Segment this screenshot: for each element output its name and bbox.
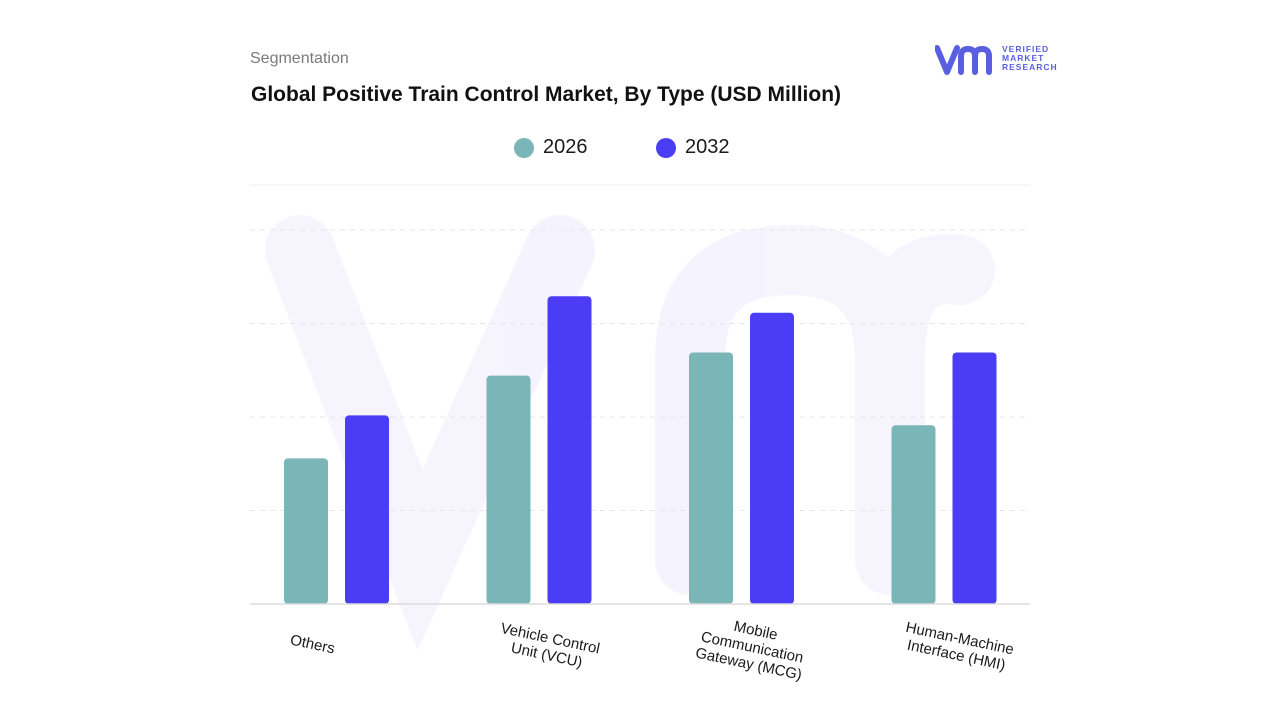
bar-2032-2 [750,312,794,604]
logo-line-3: RESEARCH [1002,62,1058,72]
legend-label-2032: 2032 [685,136,730,158]
bar-2026-0 [284,458,328,604]
legend-swatch-2026 [514,137,534,158]
bar-2032-0 [345,415,389,604]
bars [284,296,997,604]
bar-2026-1 [486,375,531,604]
vmr-logo-icon [935,45,992,75]
segmentation-label: Segmentation [250,50,349,67]
bar-2026-2 [689,352,733,604]
legend-item-2032: 2032 [656,136,730,159]
watermark [265,215,995,651]
chart-title: Global Positive Train Control Market, By… [251,83,842,106]
bar-2032-1 [547,296,592,604]
bar-2032-3 [952,352,997,604]
logo-wordmark: VERIFIED MARKET RESEARCH [1002,45,1058,72]
bar-2026-3 [891,425,936,604]
logo-line-2: MARKET [1002,53,1045,63]
logo-line-1: VERIFIED [1002,44,1050,54]
legend-item-2026: 2026 [514,136,588,159]
legend-swatch-2032 [656,137,676,158]
legend-label-2026: 2026 [543,136,588,158]
